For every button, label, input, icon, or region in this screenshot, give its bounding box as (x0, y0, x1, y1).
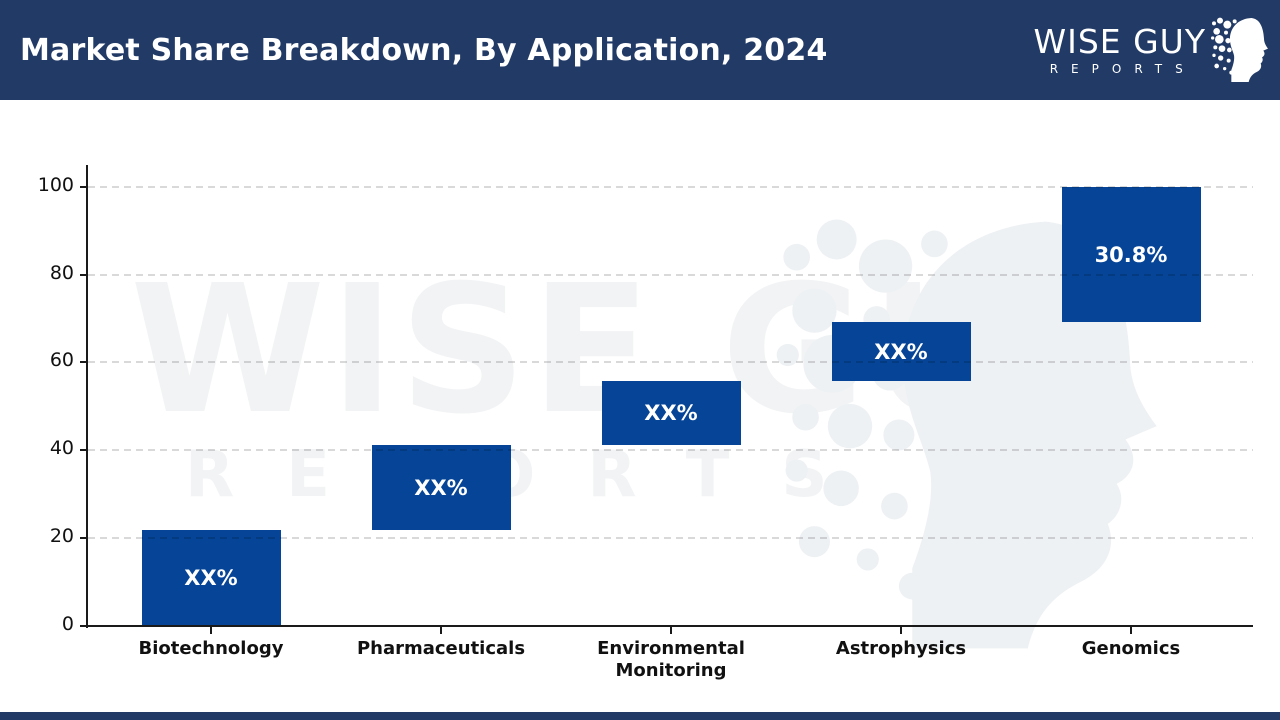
bar-biotechnology: XX% (141, 529, 281, 626)
x-tick-mark-2 (670, 627, 672, 634)
y-tick-mark-60 (80, 361, 88, 364)
y-tick-label-0: 0 (61, 612, 74, 635)
gridline-20 (88, 536, 1253, 539)
y-tick-mark-100 (80, 186, 88, 188)
x-tick-mark-3 (900, 627, 902, 634)
bar-label-biotechnology: XX% (184, 565, 238, 590)
x-tick-mark-4 (1130, 627, 1132, 634)
logo-text: WISE GUY REPORTS (1033, 21, 1206, 76)
x-tick-mark-1 (440, 627, 442, 634)
bar-label-environmental-monitoring: XX% (644, 401, 698, 426)
logo-subtitle: REPORTS (1049, 61, 1196, 76)
logo-face-icon (1211, 17, 1268, 82)
x-label-pharmaceuticals: Pharmaceuticals (356, 638, 526, 659)
y-tick-label-60: 60 (49, 349, 74, 372)
y-tick-mark-20 (80, 536, 88, 539)
x-axis-line (86, 624, 1253, 627)
y-axis-line (86, 165, 88, 628)
gridline-80 (88, 273, 1253, 276)
y-tick-label-80: 80 (49, 261, 74, 284)
gridline-100 (88, 186, 1253, 188)
gridline-60 (88, 361, 1253, 364)
gridline-40 (88, 449, 1253, 452)
y-tick-label-40: 40 (49, 437, 74, 460)
header-bar: Market Share Breakdown, By Application, … (0, 0, 1280, 100)
bar-environmental-monitoring: XX% (601, 381, 741, 446)
wise-guy-logo: WISE GUY REPORTS (1033, 6, 1270, 94)
y-tick-mark-0 (80, 624, 88, 627)
y-tick-mark-40 (80, 449, 88, 452)
bar-astrophysics: XX% (831, 322, 971, 382)
bar-label-genomics: 30.8% (1094, 242, 1168, 267)
bar-genomics: 30.8% (1061, 187, 1201, 323)
footer-bar (0, 712, 1280, 720)
x-label-astrophysics: Astrophysics (835, 638, 967, 659)
x-label-genomics: Genomics (1081, 638, 1181, 659)
bar-label-astrophysics: XX% (874, 339, 928, 364)
y-tick-mark-80 (80, 273, 88, 276)
y-tick-label-20: 20 (49, 524, 74, 547)
x-label-environmental-monitoring: Environmental Monitoring (597, 638, 745, 681)
y-tick-label-100: 100 (37, 174, 74, 196)
page-title: Market Share Breakdown, By Application, … (20, 32, 828, 68)
bar-label-pharmaceuticals: XX% (414, 475, 468, 500)
x-tick-mark-0 (210, 627, 212, 634)
bar-pharmaceuticals: XX% (371, 445, 511, 530)
x-label-biotechnology: Biotechnology (138, 638, 284, 659)
logo-wordmark: WISE GUY (1033, 21, 1206, 61)
